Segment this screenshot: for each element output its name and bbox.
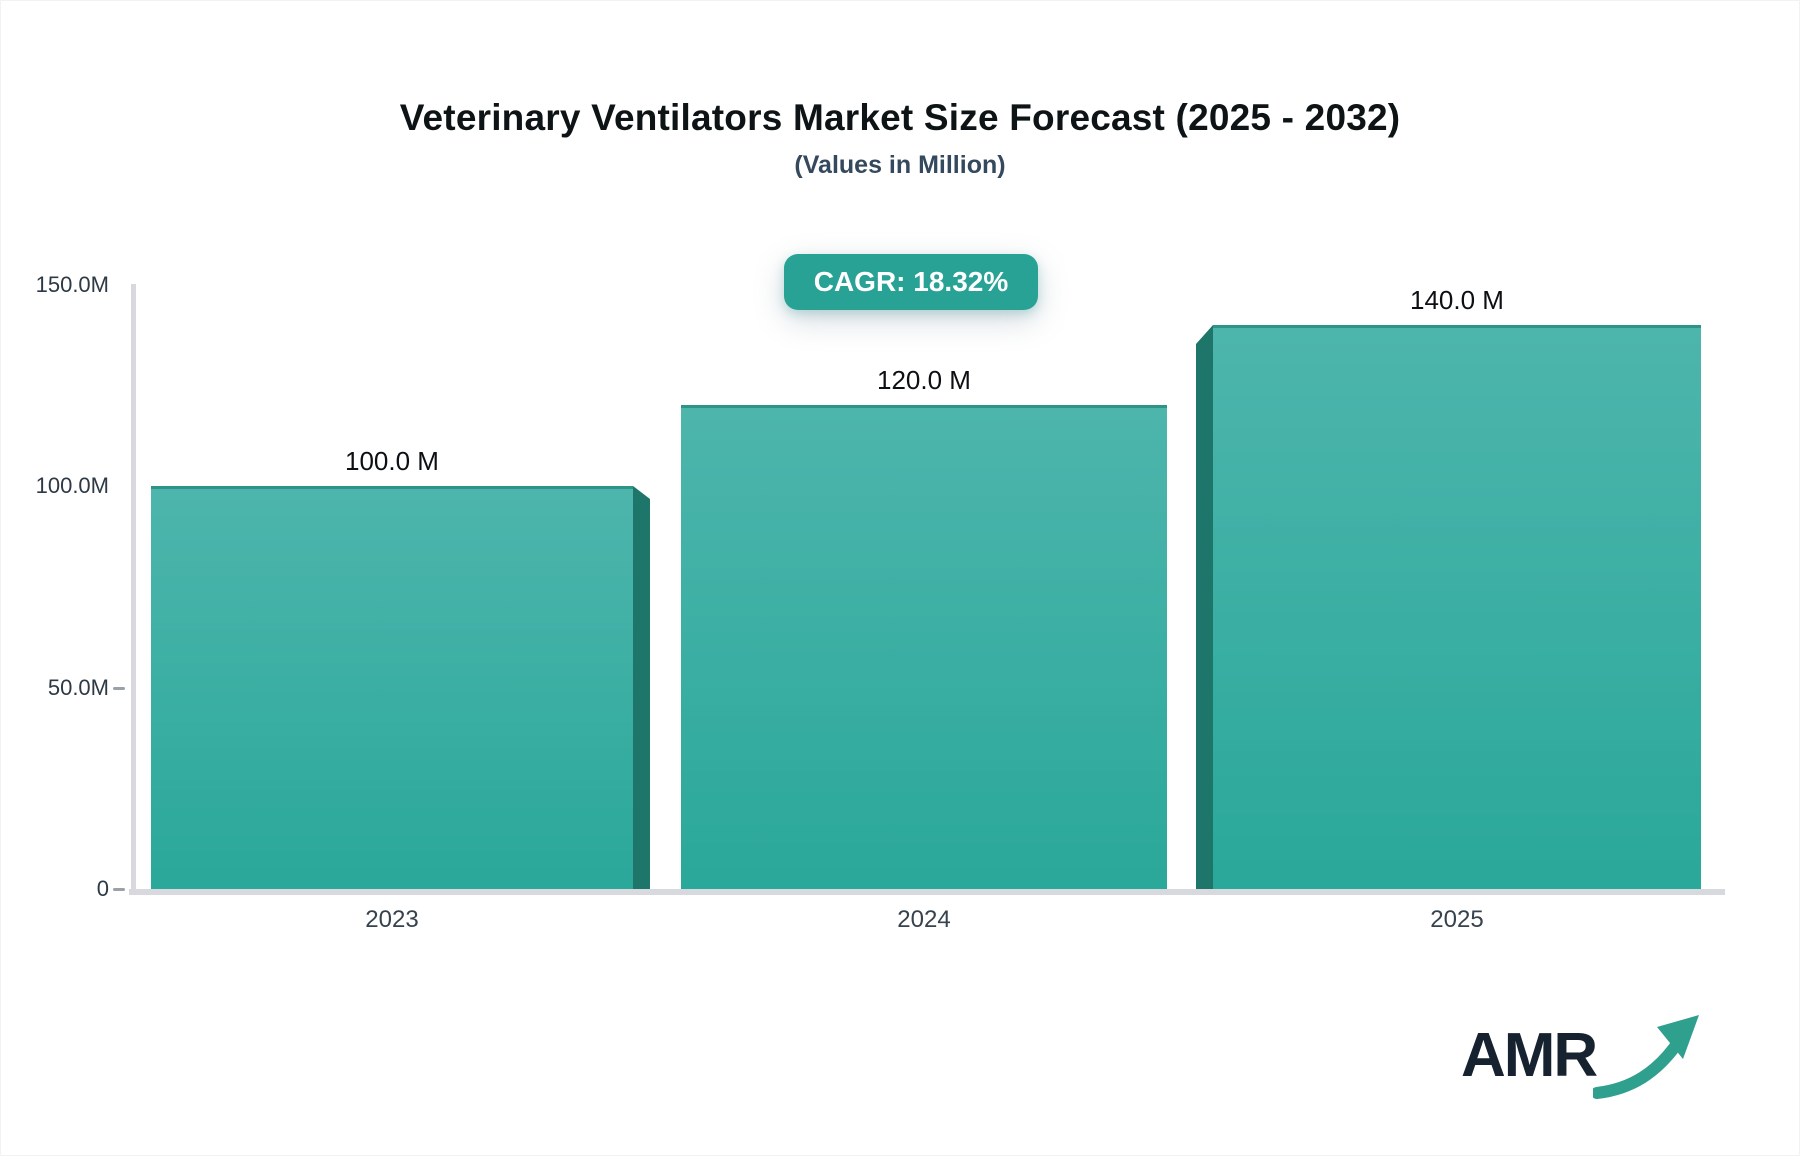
x-tick-label: 2023 — [365, 906, 419, 933]
y-tick-label: 0 — [96, 876, 109, 901]
bar-value-label: 140.0 M — [1410, 285, 1504, 315]
cagr-badge: CAGR: 18.32% — [783, 254, 1039, 310]
y-tick-label: 100.0M — [35, 473, 109, 498]
bar-value-label: 120.0 M — [877, 365, 971, 395]
bar-3d-side — [1196, 325, 1213, 889]
chart-title: Veterinary Ventilators Market Size Forec… — [399, 97, 1401, 138]
cagr-badge-label: CAGR: 18.32% — [813, 266, 1009, 297]
y-tick-label: 150.0M — [35, 271, 109, 297]
bar-3d-side — [633, 486, 650, 889]
x-axis-line — [129, 889, 1725, 895]
chart-subtitle: (Values in Million) — [794, 151, 1006, 179]
bar-2023 — [151, 486, 633, 889]
x-tick-label: 2025 — [1430, 906, 1484, 933]
amr-logo: AMR — [1461, 999, 1711, 1109]
y-tick-label: 50.0M — [47, 674, 109, 700]
cagr-badge-wrap: CAGR: 18.32% — [23, 254, 1799, 310]
y-tick-mark — [113, 888, 125, 891]
x-tick-label: 2024 — [897, 906, 951, 933]
bar-value-label: 100.0 M — [345, 446, 439, 476]
bar-2025 — [1213, 325, 1701, 889]
y-tick-mark — [113, 686, 125, 690]
growth-arrow-icon — [1593, 1015, 1699, 1099]
amr-logo-text: AMR — [1461, 1021, 1598, 1090]
y-axis-line — [131, 284, 136, 895]
bar-2024 — [681, 405, 1167, 889]
